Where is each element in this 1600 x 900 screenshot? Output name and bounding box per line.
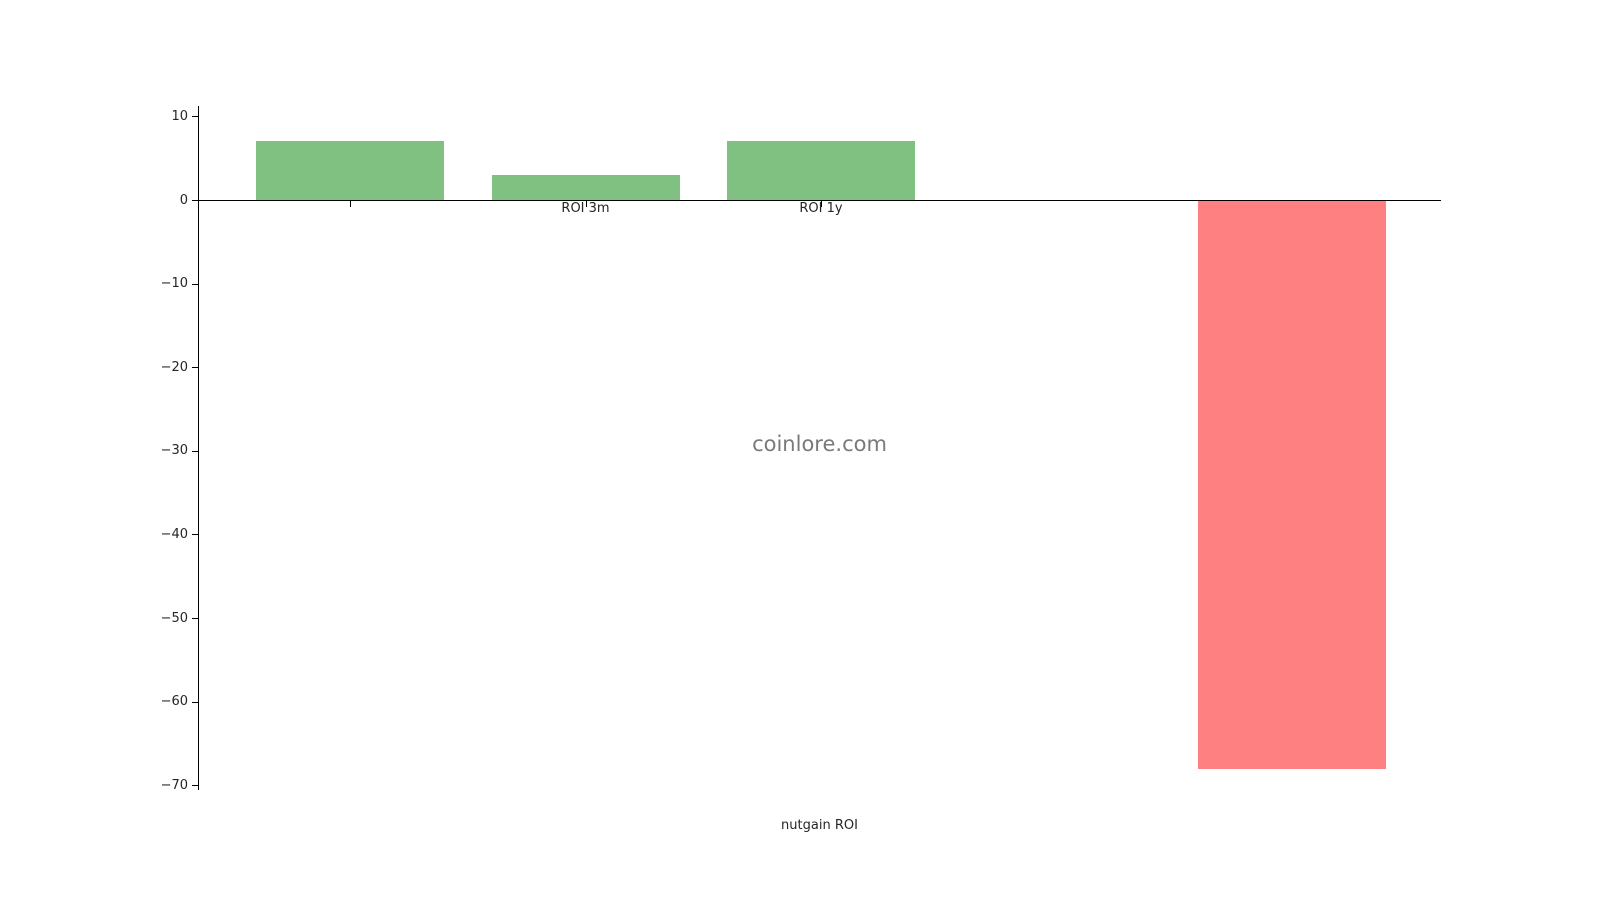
x-tick-mark: [585, 201, 587, 207]
x-axis-zero-line: [198, 200, 1441, 201]
watermark-text: coinlore.com: [752, 432, 887, 456]
y-tick-label: −70: [160, 777, 188, 793]
y-axis-spine: [198, 106, 199, 790]
y-tick-mark: [192, 534, 198, 536]
y-tick-label: −20: [160, 359, 188, 375]
y-tick-mark: [192, 116, 198, 118]
y-tick-label: −60: [160, 694, 188, 710]
x-tick-mark: [350, 201, 351, 207]
y-tick-label: −10: [160, 276, 188, 292]
x-axis-title: nutgain ROI: [781, 818, 858, 833]
y-tick-mark: [192, 701, 198, 703]
y-tick-label: 10: [171, 108, 188, 124]
x-tick-label: ROI 1y: [799, 201, 843, 216]
y-tick-mark: [192, 618, 198, 619]
y-tick-label: −30: [160, 443, 188, 459]
x-tick-label: ROI 3m: [561, 201, 610, 216]
bar: [727, 141, 915, 200]
y-tick-mark: [192, 367, 198, 369]
y-tick-label: −50: [160, 610, 188, 626]
y-tick-label: −40: [160, 526, 188, 542]
x-tick-mark: [821, 201, 822, 207]
y-tick-label: 0: [179, 192, 188, 208]
bar: [1198, 201, 1386, 770]
bar: [491, 174, 680, 200]
bar: [256, 141, 444, 200]
y-tick-mark: [192, 785, 198, 787]
y-tick-mark: [192, 283, 198, 285]
y-tick-mark: [192, 200, 198, 201]
y-tick-mark: [192, 450, 198, 452]
